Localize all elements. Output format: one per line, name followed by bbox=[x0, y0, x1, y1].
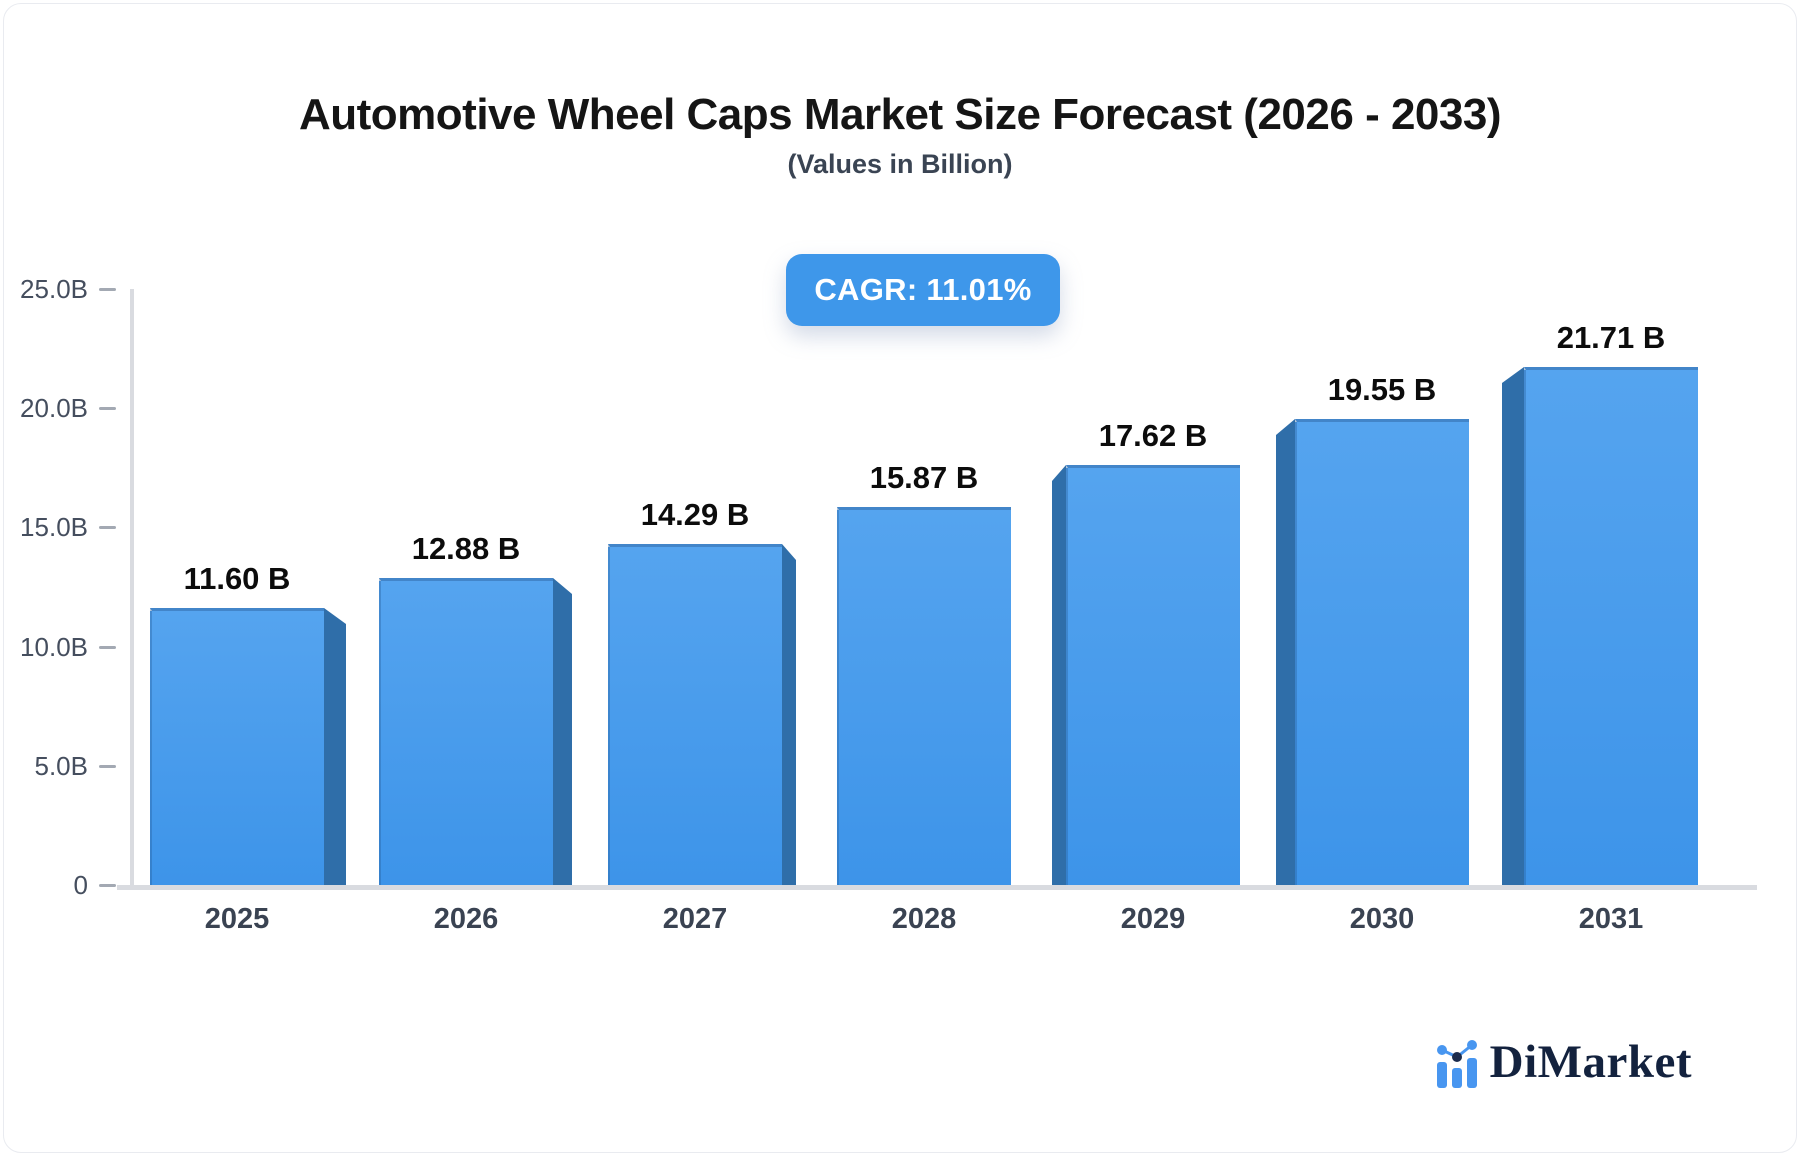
y-axis-tick-mark bbox=[99, 407, 116, 411]
x-axis-line bbox=[117, 885, 1757, 890]
cagr-badge-label: CAGR: 11.01% bbox=[814, 272, 1032, 307]
chart-title: Automotive Wheel Caps Market Size Foreca… bbox=[299, 90, 1501, 139]
y-axis-tick-mark bbox=[99, 526, 116, 530]
brand-logo-text: DiMarket bbox=[1489, 1035, 1692, 1088]
bar-2029 bbox=[1066, 465, 1240, 885]
bar-side-2027 bbox=[782, 544, 796, 885]
bar-value-label: 17.62 B bbox=[1098, 418, 1208, 453]
x-axis-label-2025: 2025 bbox=[204, 903, 270, 935]
bar-value-label: 15.87 B bbox=[869, 460, 979, 495]
y-axis-tick-mark bbox=[99, 288, 116, 291]
x-axis-label-2026: 2026 bbox=[433, 903, 499, 935]
bar-2027 bbox=[608, 544, 782, 885]
y-axis-tick-label: 15.0B bbox=[20, 512, 88, 543]
bar-value-label: 12.88 B bbox=[411, 531, 521, 566]
bar-side-2030 bbox=[1276, 419, 1295, 885]
bar-2026 bbox=[379, 578, 553, 885]
x-axis-label-2030: 2030 bbox=[1349, 903, 1415, 935]
chart-subtitle: (Values in Billion) bbox=[787, 149, 1013, 179]
bar-2031 bbox=[1524, 367, 1698, 885]
bar-value-label: 21.71 B bbox=[1556, 320, 1666, 355]
bar-side-2025 bbox=[324, 608, 346, 885]
y-axis-tick-mark bbox=[99, 645, 116, 649]
bar-side-2026 bbox=[553, 578, 572, 885]
bar-side-2029 bbox=[1052, 465, 1066, 885]
bar-2030 bbox=[1295, 419, 1469, 885]
bar-2025 bbox=[150, 608, 324, 885]
y-axis-tick-mark bbox=[99, 764, 116, 768]
brand-logo: DiMarket bbox=[1434, 1036, 1692, 1088]
y-axis-tick-label: 0 bbox=[73, 870, 88, 900]
y-axis-tick-label: 20.0B bbox=[20, 393, 88, 424]
y-axis-tick-label: 10.0B bbox=[20, 631, 88, 662]
y-axis-tick-label: 5.0B bbox=[34, 750, 89, 781]
y-axis-tick-mark bbox=[99, 884, 116, 887]
bar-value-label: 14.29 B bbox=[640, 497, 750, 532]
cagr-badge: CAGR: 11.01% bbox=[786, 254, 1060, 326]
x-axis-label-2028: 2028 bbox=[891, 903, 957, 935]
bar-2028 bbox=[837, 507, 1011, 885]
x-axis-label-2031: 2031 bbox=[1578, 903, 1644, 935]
y-axis-line bbox=[130, 289, 134, 890]
y-axis-tick-label: 25.0B bbox=[20, 274, 88, 304]
bar-value-label: 11.60 B bbox=[183, 561, 291, 596]
x-axis-label-2027: 2027 bbox=[662, 903, 728, 935]
bar-value-label: 19.55 B bbox=[1327, 372, 1437, 407]
bar-side-2031 bbox=[1502, 367, 1524, 885]
bar-chart-logo-icon bbox=[1434, 1036, 1480, 1088]
x-axis-label-2029: 2029 bbox=[1120, 903, 1186, 935]
